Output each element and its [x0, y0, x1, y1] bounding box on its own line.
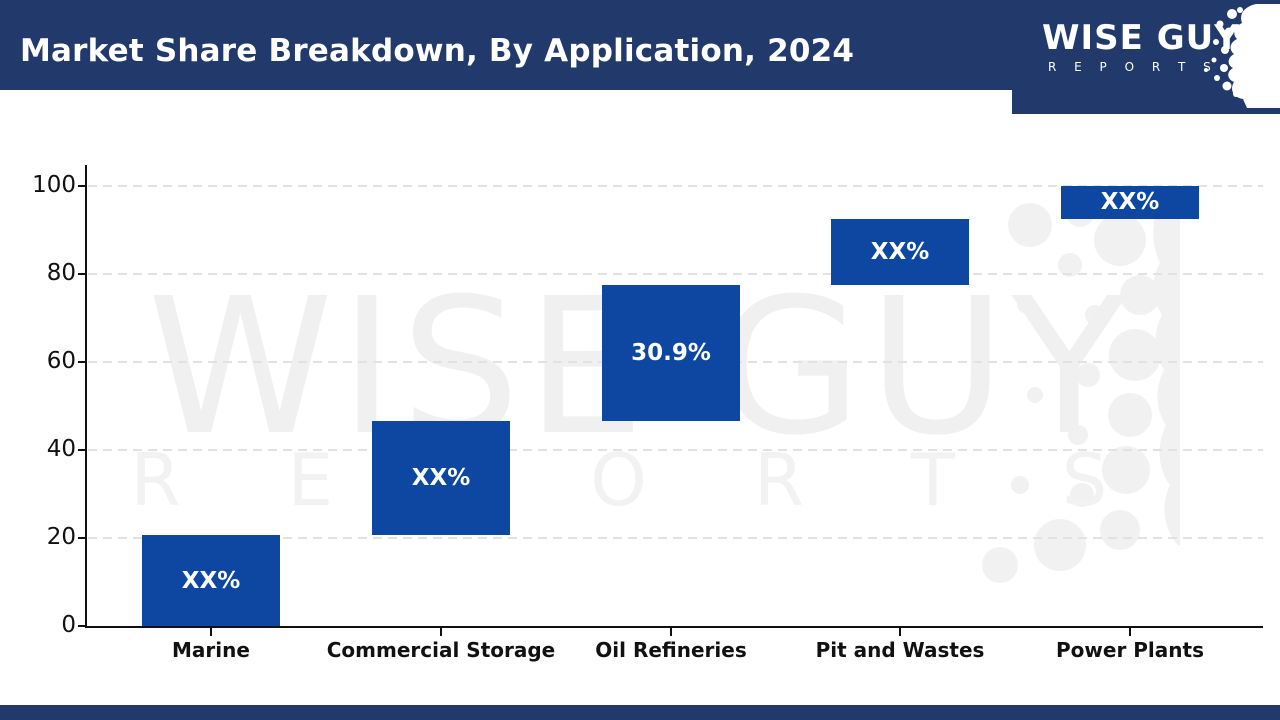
gridline-20	[88, 537, 1263, 539]
logo-head-icon	[1204, 4, 1280, 108]
bar-commercial-storage: XX%	[372, 421, 510, 536]
x-tick-commercial-storage	[440, 628, 442, 636]
gridline-80	[88, 273, 1263, 275]
x-label-oil-refineries: Oil Refineries	[595, 638, 747, 662]
logo-subtext: R E P O R T S	[1048, 60, 1218, 74]
bar-label-pit-and-wastes: XX%	[870, 238, 930, 265]
y-tick-80	[78, 273, 86, 275]
bar-pit-and-wastes: XX%	[831, 218, 969, 286]
gridline-100	[88, 185, 1263, 187]
footer-band	[0, 705, 1280, 720]
x-label-marine: Marine	[172, 638, 250, 662]
bar-label-commercial-storage: XX%	[411, 465, 471, 492]
y-tick-20	[78, 537, 86, 539]
y-tick-label-60: 60	[46, 348, 76, 374]
y-tick-40	[78, 449, 86, 451]
x-tick-pit-and-wastes	[899, 628, 901, 636]
x-label-commercial-storage: Commercial Storage	[326, 638, 556, 662]
y-tick-label-0: 0	[61, 612, 76, 638]
y-tick-label-80: 80	[46, 260, 76, 286]
y-tick-label-20: 20	[46, 524, 76, 550]
bar-label-power-plants: XX%	[1100, 189, 1160, 216]
x-axis-line	[85, 626, 1263, 628]
page-title: Market Share Breakdown, By Application, …	[20, 33, 855, 69]
bar-oil-refineries: 30.9%	[602, 285, 740, 422]
x-label-power-plants: Power Plants	[1056, 638, 1204, 662]
bar-label-oil-refineries: 30.9%	[631, 340, 711, 367]
header-band	[0, 0, 1280, 90]
bar-power-plants: XX%	[1061, 186, 1199, 219]
bar-marine: XX%	[142, 535, 280, 626]
y-tick-60	[78, 361, 86, 363]
x-label-pit-and-wastes: Pit and Wastes	[815, 638, 985, 662]
y-tick-0	[78, 625, 86, 627]
y-tick-label-100: 100	[32, 172, 76, 198]
y-tick-label-40: 40	[46, 436, 76, 462]
x-tick-power-plants	[1129, 628, 1131, 636]
x-tick-marine	[210, 628, 212, 636]
logo-wordmark: WISE GUY	[1042, 18, 1240, 58]
gridline-40	[88, 449, 1263, 451]
x-tick-oil-refineries	[670, 628, 672, 636]
y-axis-line	[85, 165, 87, 628]
bar-label-marine: XX%	[181, 567, 241, 594]
y-tick-100	[78, 185, 86, 187]
logo: WISE GUY R E P O R T S	[1012, 0, 1280, 114]
